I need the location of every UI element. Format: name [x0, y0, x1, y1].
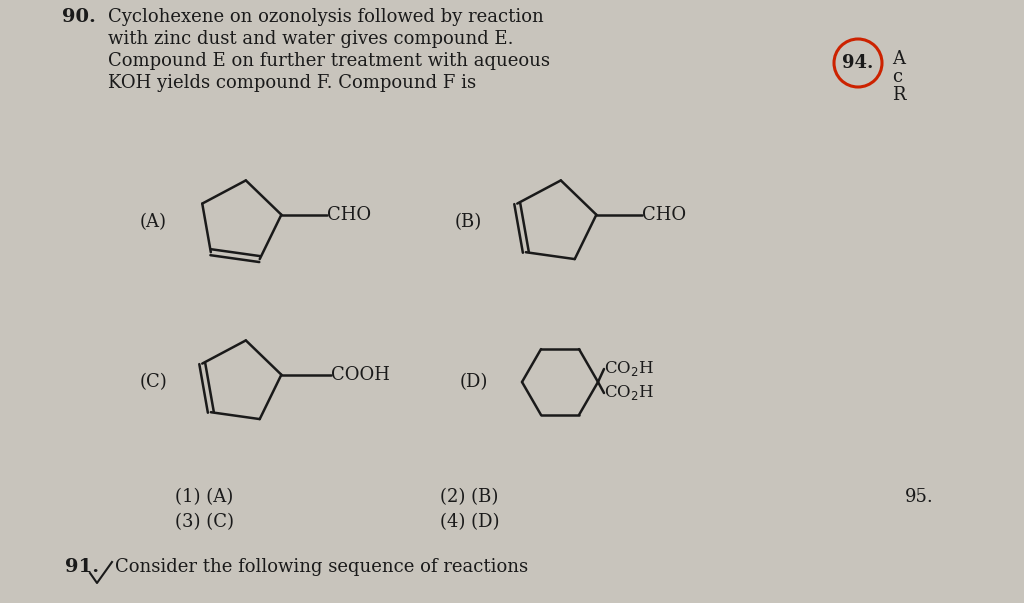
- Text: (B): (B): [455, 213, 482, 231]
- Text: (A): (A): [140, 213, 167, 231]
- Text: COOH: COOH: [332, 365, 390, 384]
- Text: KOH yields compound F. Compound F is: KOH yields compound F. Compound F is: [108, 74, 476, 92]
- Text: 90.: 90.: [62, 8, 96, 26]
- Text: (D): (D): [460, 373, 488, 391]
- Text: A: A: [892, 50, 905, 68]
- Text: Consider the following sequence of reactions: Consider the following sequence of react…: [115, 558, 528, 576]
- Text: (C): (C): [140, 373, 168, 391]
- Text: 94.: 94.: [843, 54, 873, 72]
- Text: 91.: 91.: [65, 558, 99, 576]
- Text: CHO: CHO: [642, 206, 686, 224]
- Text: (2) (B): (2) (B): [440, 488, 499, 506]
- Text: 95.: 95.: [905, 488, 934, 506]
- Text: CO$_2$H: CO$_2$H: [604, 384, 654, 402]
- Text: with zinc dust and water gives compound E.: with zinc dust and water gives compound …: [108, 30, 513, 48]
- Text: c: c: [892, 68, 902, 86]
- Text: Cyclohexene on ozonolysis followed by reaction: Cyclohexene on ozonolysis followed by re…: [108, 8, 544, 26]
- Text: R: R: [892, 86, 905, 104]
- Text: (3) (C): (3) (C): [175, 513, 234, 531]
- Text: CHO: CHO: [328, 206, 372, 224]
- Text: Compound E on further treatment with aqueous: Compound E on further treatment with aqu…: [108, 52, 550, 70]
- Text: CO$_2$H: CO$_2$H: [604, 359, 654, 379]
- Text: (4) (D): (4) (D): [440, 513, 500, 531]
- Text: (1) (A): (1) (A): [175, 488, 233, 506]
